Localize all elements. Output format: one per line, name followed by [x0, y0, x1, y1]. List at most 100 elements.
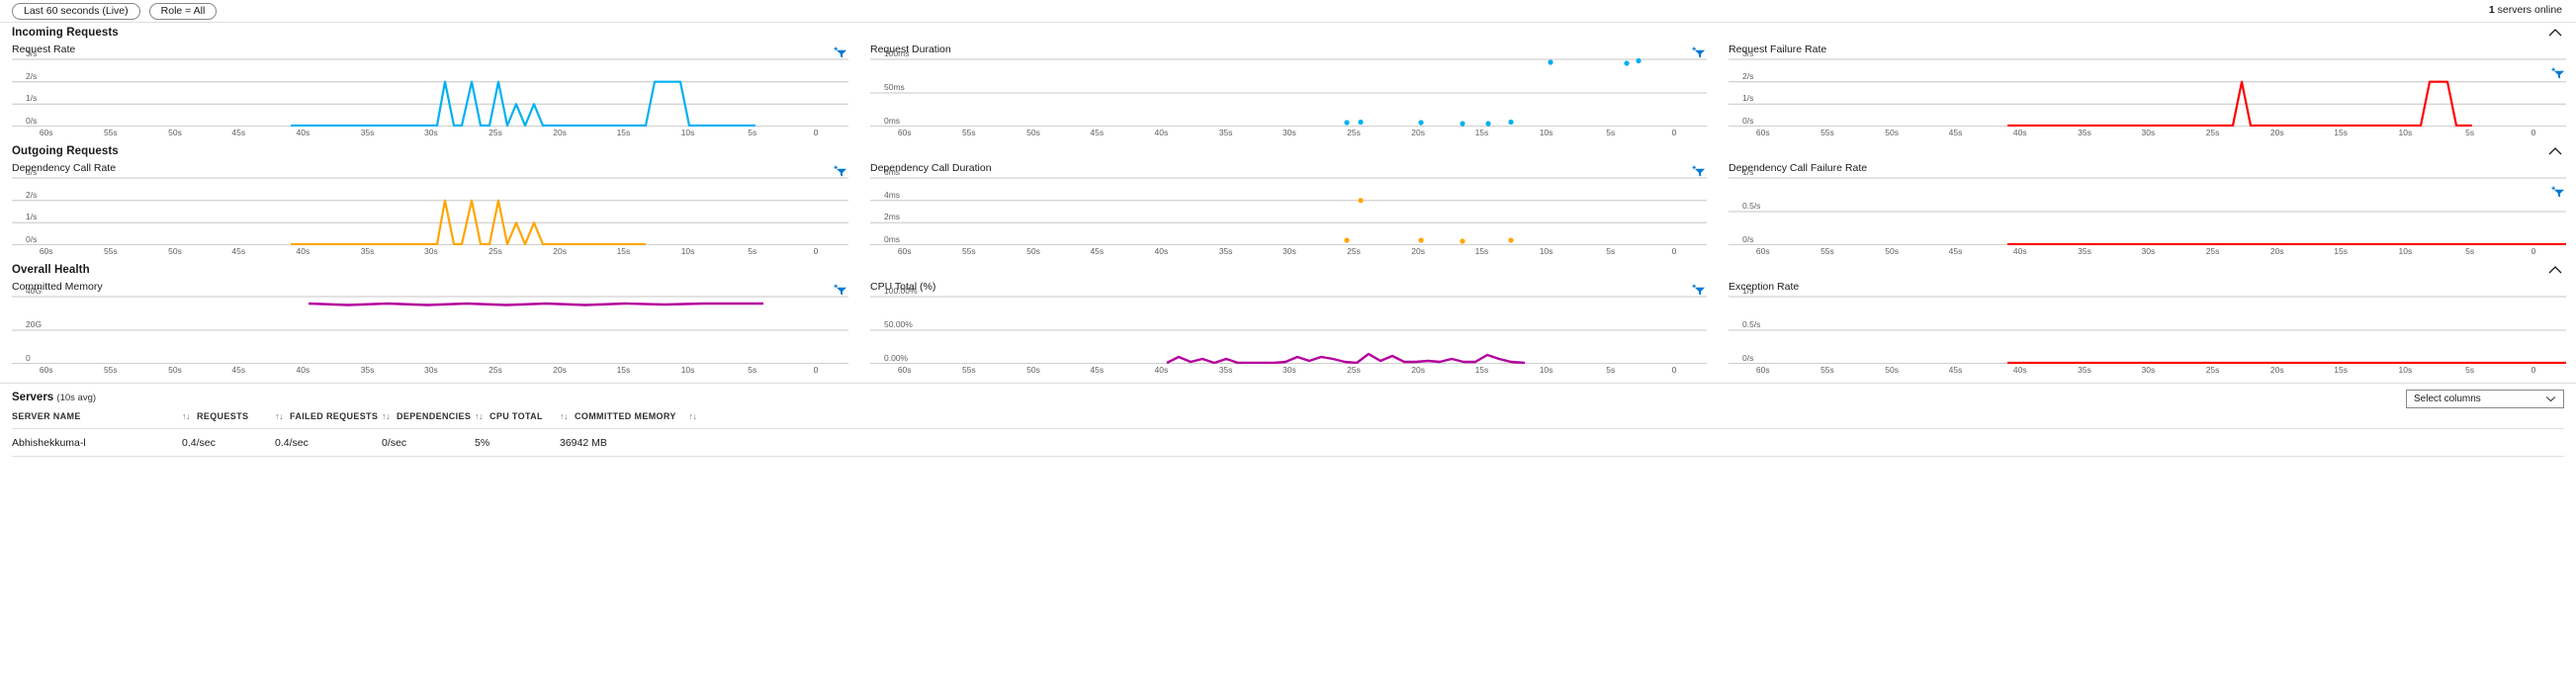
chart-header-request-duration: Request Duration [858, 42, 1717, 56]
chevron-up-icon[interactable] [2546, 263, 2564, 277]
filter-add-icon-request-duration[interactable] [834, 46, 848, 59]
chart-title-dependency-call-failure-rate: Dependency Call Failure Rate [1729, 161, 1868, 174]
plot-svg-dependency-call-failure-rate [1729, 177, 2566, 245]
sort-toggle-committed-memory[interactable]: ↑↓ [688, 411, 697, 421]
col-requests[interactable]: ↑↓ REQUESTS [182, 411, 275, 429]
xtick-request-failure-rate-0: 60s [1755, 128, 1770, 137]
chart-exception-rate: Exception Rate 1/s 0.5/s 0/s 60s 55s 50s… [1717, 279, 2576, 379]
sort-toggle-requests[interactable]: ↑↓ [182, 411, 191, 421]
xaxis-dependency-call-failure-rate: 60s 55s 50s 45s 40s 35s 30s 25s 20s 15s … [1729, 245, 2566, 258]
xtick-dcd-7: 25s [1347, 246, 1361, 256]
xtick-request-rate-5: 35s [360, 128, 375, 137]
col-committed-memory[interactable]: ↑↓ COMMITTED MEMORY ↑↓ [560, 411, 2564, 429]
xtick-cpu-10: 10s [1539, 365, 1554, 375]
xtick-request-rate-12: 0 [813, 128, 819, 137]
ytick-request-failure-rate-1: 2/s [1742, 70, 1754, 81]
xtick-dcfr-7: 25s [2205, 246, 2220, 256]
col-failed-requests[interactable]: ↑↓ FAILED REQUESTS [275, 411, 382, 429]
xtick-cm-12: 0 [813, 365, 819, 375]
table-row[interactable]: Abhishekkuma-l 0.4/sec 0.4/sec 0/sec 5% … [12, 428, 2564, 457]
plot-svg-exception-rate [1729, 296, 2566, 364]
section-title-outgoing-requests: Outgoing Requests [12, 145, 119, 157]
plot-dependency-call-failure-rate: 1/s 0.5/s 0/s [1729, 167, 2566, 245]
plot-dependency-call-duration: 6ms 4ms 2ms 0ms [870, 167, 1707, 245]
xtick-dcfr-5: 35s [2078, 246, 2091, 256]
servers-heading-title: Servers [12, 392, 54, 403]
ytick-request-failure-rate-0: 3/s [1742, 48, 1754, 58]
chart-cpu-total: CPU Total (%) 100.00% 50.00% 0.00% 60s 5… [858, 279, 1717, 379]
xaxis-request-rate: 60s 55s 50s 45s 40s 35s 30s 25s 20s 15s … [12, 127, 848, 139]
xtick-request-duration-6: 30s [1282, 128, 1296, 137]
filter-add-icon-dependency-call-failure-rate[interactable] [1692, 165, 1707, 178]
xtick-dcr-5: 35s [360, 246, 375, 256]
xtick-request-rate-11: 5s [748, 128, 757, 137]
chart-dependency-call-rate: Dependency Call Rate 3/s 2/s 1/s 0/s 60s… [0, 160, 858, 260]
chart-header-dependency-call-failure-rate: Dependency Call Failure Rate [1717, 160, 2576, 175]
xtick-request-failure-rate-7: 25s [2205, 128, 2220, 137]
xtick-request-rate-9: 15s [616, 128, 631, 137]
xtick-dcfr-4: 40s [2012, 246, 2027, 256]
plot-exception-rate: 1/s 0.5/s 0/s [1729, 286, 2566, 364]
servers-heading-subtitle: (10s avg) [56, 393, 97, 403]
time-range-pill[interactable]: Last 60 seconds (Live) [12, 2, 140, 20]
xtick-request-failure-rate-1: 55s [1821, 128, 1834, 137]
section-incoming-requests: Incoming Requests Request Rate 3/s 2/s 1… [0, 23, 2576, 141]
chart-header-committed-memory: Committed Memory [0, 279, 858, 294]
plot-svg-request-duration [870, 57, 1707, 127]
role-filter-pill[interactable]: Role = All [148, 2, 218, 20]
filter-add-icon-dependency-call-duration[interactable] [834, 165, 848, 178]
section-title-incoming-requests: Incoming Requests [12, 27, 119, 39]
ytick-dependency-call-rate-3: 0/s [26, 234, 38, 244]
xtick-cpu-6: 30s [1282, 365, 1296, 375]
xtick-dcfr-11: 5s [2465, 246, 2475, 256]
xtick-request-duration-3: 45s [1090, 128, 1105, 137]
chart-title-committed-memory: Committed Memory [12, 280, 103, 293]
plot-cpu-total: 100.00% 50.00% 0.00% [870, 286, 1707, 364]
sort-toggle-dependencies[interactable]: ↑↓ [382, 411, 391, 421]
select-columns-dropdown[interactable]: Select columns [2406, 390, 2564, 408]
xtick-dcd-3: 45s [1090, 246, 1105, 256]
sort-toggle-cpu-total[interactable]: ↑↓ [475, 411, 484, 421]
xtick-request-failure-rate-11: 5s [2465, 128, 2475, 137]
xtick-dcd-12: 0 [1671, 246, 1677, 256]
chart-header-cpu-total: CPU Total (%) [858, 279, 1717, 294]
col-cpu-total[interactable]: ↑↓ CPU TOTAL [475, 411, 560, 429]
xtick-dcr-1: 55s [103, 246, 118, 256]
chevron-up-icon[interactable] [2546, 144, 2564, 158]
sort-toggle-failed-requests[interactable]: ↑↓ [275, 411, 284, 421]
xtick-cm-5: 35s [360, 365, 375, 375]
filter-add-icon-exception-rate[interactable] [1692, 284, 1707, 297]
xtick-request-rate-2: 50s [168, 128, 182, 137]
xaxis-request-duration: 60s 55s 50s 45s 40s 35s 30s 25s 20s 15s … [870, 127, 1707, 139]
chevron-up-icon[interactable] [2546, 26, 2564, 40]
xtick-request-rate-6: 30s [423, 128, 438, 137]
xtick-request-rate-4: 40s [296, 128, 311, 137]
filter-bar: Last 60 seconds (Live) Role = All 1 serv… [0, 0, 2576, 23]
xtick-cm-0: 60s [39, 365, 53, 375]
ytick-dependency-call-duration-1: 4ms [884, 189, 901, 200]
xtick-dcr-11: 5s [748, 246, 757, 256]
col-dependencies[interactable]: ↑↓ DEPENDENCIES [382, 411, 475, 429]
col-server-name[interactable]: SERVER NAME [12, 411, 182, 429]
xtick-dcfr-6: 30s [2141, 246, 2156, 256]
ytick-dependency-call-duration-2: 2ms [884, 212, 901, 222]
xtick-cm-1: 55s [103, 365, 118, 375]
xaxis-dependency-call-rate: 60s 55s 50s 45s 40s 35s 30s 25s 20s 15s … [12, 245, 848, 258]
xtick-request-duration-10: 10s [1539, 128, 1554, 137]
filter-add-icon-cpu-total[interactable] [834, 284, 848, 297]
ytick-dependency-call-duration-3: 0ms [884, 234, 901, 244]
xtick-dcr-7: 25s [489, 246, 502, 256]
sort-toggle-committed-memory-left[interactable]: ↑↓ [560, 411, 569, 421]
xtick-cpu-2: 50s [1026, 365, 1040, 375]
plot-svg-request-rate [12, 58, 848, 127]
xtick-dcfr-1: 55s [1821, 246, 1834, 256]
charts-row-outgoing: Dependency Call Rate 3/s 2/s 1/s 0/s 60s… [0, 160, 2576, 260]
xaxis-dependency-call-duration: 60s 55s 50s 45s 40s 35s 30s 25s 20s 15s … [870, 245, 1707, 258]
xtick-cm-11: 5s [748, 365, 757, 375]
xtick-dcr-10: 10s [680, 246, 695, 256]
filter-add-icon-outgoing-right[interactable] [2551, 186, 2566, 199]
filter-add-icon-request-failure-rate[interactable] [1692, 46, 1707, 59]
filter-add-icon-incoming-right[interactable] [2551, 67, 2566, 80]
ytick-exception-rate-2: 0/s [1742, 353, 1754, 363]
xaxis-committed-memory: 60s 55s 50s 45s 40s 35s 30s 25s 20s 15s … [12, 364, 848, 377]
